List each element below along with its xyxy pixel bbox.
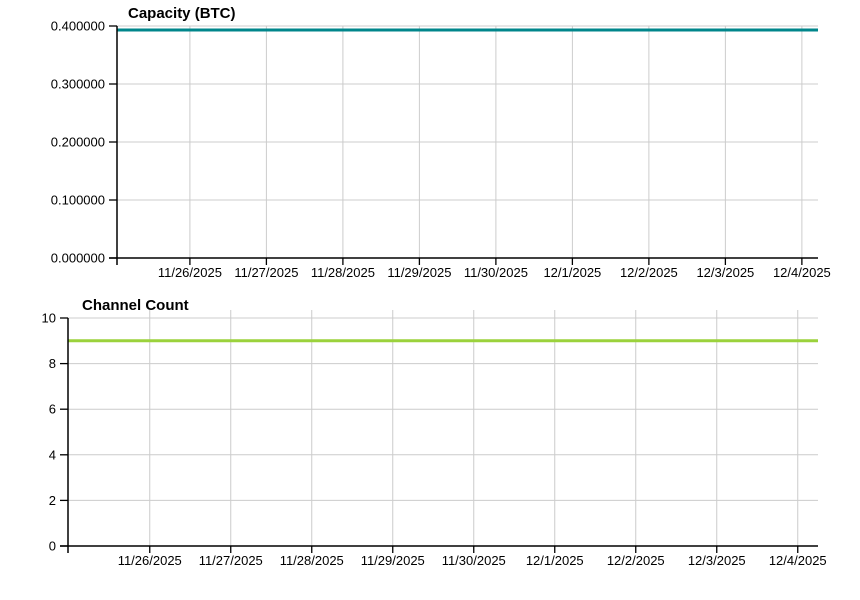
channel-count-chart-title: Channel Count — [82, 297, 189, 314]
x-tick-label: 11/29/2025 — [361, 553, 425, 568]
x-tick-label: 12/1/2025 — [526, 553, 584, 568]
y-tick-label: 8 — [49, 356, 56, 371]
capacity-plot: 0.000000 0.100000 0.200000 0.300000 0.400000… — [51, 19, 831, 281]
channel-count-plot: 0 2 4 6 8 10 11/26/2025 11/27/2025 11/28/2025 11/… — [42, 310, 827, 568]
x-tick-label: 12/4/2025 — [773, 265, 831, 280]
y-tick-label: 2 — [49, 493, 56, 508]
x-tick-label: 11/27/2025 — [234, 265, 298, 280]
x-tick-label: 11/26/2025 — [118, 553, 182, 568]
y-tick-label: 0.400000 — [51, 19, 105, 34]
x-tick-label: 11/29/2025 — [387, 265, 451, 280]
y-tick-label: 4 — [49, 447, 56, 462]
x-tick-label: 11/28/2025 — [311, 265, 375, 280]
y-tick-label: 0.200000 — [51, 135, 105, 150]
x-tick-label: 12/3/2025 — [688, 553, 746, 568]
y-tick-label: 0.300000 — [51, 77, 105, 92]
x-tick-label: 12/2/2025 — [607, 553, 665, 568]
y-tick-label: 0.100000 — [51, 193, 105, 208]
y-tick-label: 10 — [42, 311, 56, 326]
x-tick-label: 11/30/2025 — [464, 265, 528, 280]
x-tick-label: 11/30/2025 — [442, 553, 506, 568]
y-tick-label: 6 — [49, 402, 56, 417]
y-tick-label: 0 — [49, 539, 56, 554]
x-tick-label: 12/1/2025 — [543, 265, 601, 280]
y-tick-label: 0.000000 — [51, 251, 105, 266]
capacity-chart-title: Capacity (BTC) — [128, 5, 236, 22]
x-tick-label: 11/26/2025 — [158, 265, 222, 280]
x-tick-label: 12/2/2025 — [620, 265, 678, 280]
x-tick-label: 11/28/2025 — [280, 553, 344, 568]
x-tick-label: 11/27/2025 — [199, 553, 263, 568]
x-tick-label: 12/3/2025 — [696, 265, 754, 280]
x-tick-label: 12/4/2025 — [769, 553, 827, 568]
